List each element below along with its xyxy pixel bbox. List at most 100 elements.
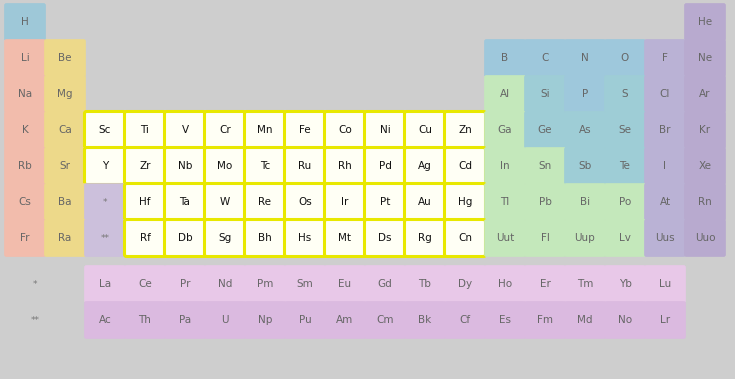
Text: Gd: Gd <box>378 279 392 289</box>
FancyBboxPatch shape <box>604 147 645 185</box>
FancyBboxPatch shape <box>404 147 445 185</box>
FancyBboxPatch shape <box>445 111 486 149</box>
Text: Y: Y <box>102 161 108 171</box>
Text: Rn: Rn <box>698 197 712 207</box>
FancyBboxPatch shape <box>645 147 686 185</box>
FancyBboxPatch shape <box>245 219 285 257</box>
FancyBboxPatch shape <box>204 302 245 338</box>
FancyBboxPatch shape <box>124 219 165 257</box>
FancyBboxPatch shape <box>4 219 46 257</box>
Text: Mg: Mg <box>57 89 73 99</box>
Text: Nb: Nb <box>178 161 192 171</box>
FancyBboxPatch shape <box>684 75 725 113</box>
Text: Br: Br <box>659 125 671 135</box>
Text: V: V <box>182 125 189 135</box>
Text: Es: Es <box>499 315 511 325</box>
Text: Sn: Sn <box>538 161 552 171</box>
Text: Ba: Ba <box>58 197 72 207</box>
FancyBboxPatch shape <box>564 183 606 221</box>
FancyBboxPatch shape <box>564 302 606 338</box>
FancyBboxPatch shape <box>284 219 326 257</box>
Text: Bi: Bi <box>580 197 590 207</box>
Text: Re: Re <box>259 197 271 207</box>
FancyBboxPatch shape <box>525 266 565 302</box>
FancyBboxPatch shape <box>365 183 406 221</box>
FancyBboxPatch shape <box>124 266 165 302</box>
FancyBboxPatch shape <box>564 39 606 77</box>
Text: Sm: Sm <box>297 279 313 289</box>
Text: Sc: Sc <box>98 125 111 135</box>
FancyBboxPatch shape <box>284 302 326 338</box>
FancyBboxPatch shape <box>245 147 285 185</box>
FancyBboxPatch shape <box>324 147 365 185</box>
FancyBboxPatch shape <box>645 266 686 302</box>
Text: La: La <box>99 279 111 289</box>
FancyBboxPatch shape <box>564 111 606 149</box>
Text: Te: Te <box>620 161 631 171</box>
FancyBboxPatch shape <box>484 39 526 77</box>
Text: Bh: Bh <box>258 233 272 243</box>
FancyBboxPatch shape <box>525 147 565 185</box>
Text: **: ** <box>101 233 110 243</box>
Text: H: H <box>21 17 29 27</box>
FancyBboxPatch shape <box>85 183 126 221</box>
Text: Pb: Pb <box>539 197 551 207</box>
Text: Mt: Mt <box>339 233 351 243</box>
Text: Cs: Cs <box>18 197 32 207</box>
FancyBboxPatch shape <box>645 39 686 77</box>
FancyBboxPatch shape <box>45 147 85 185</box>
FancyBboxPatch shape <box>484 111 526 149</box>
FancyBboxPatch shape <box>604 75 645 113</box>
FancyBboxPatch shape <box>684 219 725 257</box>
Text: As: As <box>578 125 592 135</box>
FancyBboxPatch shape <box>4 3 46 41</box>
Text: He: He <box>698 17 712 27</box>
FancyBboxPatch shape <box>365 219 406 257</box>
FancyBboxPatch shape <box>484 302 526 338</box>
FancyBboxPatch shape <box>365 147 406 185</box>
Text: Lr: Lr <box>660 315 670 325</box>
Text: Pm: Pm <box>257 279 273 289</box>
Text: Hf: Hf <box>139 197 151 207</box>
Text: Fr: Fr <box>21 233 29 243</box>
FancyBboxPatch shape <box>204 266 245 302</box>
FancyBboxPatch shape <box>4 39 46 77</box>
FancyBboxPatch shape <box>525 183 565 221</box>
FancyBboxPatch shape <box>484 147 526 185</box>
Text: Mo: Mo <box>218 161 232 171</box>
Text: In: In <box>501 161 510 171</box>
Text: Pd: Pd <box>379 161 392 171</box>
Text: Yb: Yb <box>619 279 631 289</box>
Text: C: C <box>541 53 549 63</box>
Text: Ni: Ni <box>379 125 390 135</box>
FancyBboxPatch shape <box>284 111 326 149</box>
FancyBboxPatch shape <box>165 219 206 257</box>
Text: Np: Np <box>258 315 272 325</box>
FancyBboxPatch shape <box>124 302 165 338</box>
Text: Ds: Ds <box>379 233 392 243</box>
Text: K: K <box>21 125 29 135</box>
Text: Ne: Ne <box>698 53 712 63</box>
FancyBboxPatch shape <box>124 111 165 149</box>
Text: Mn: Mn <box>257 125 273 135</box>
FancyBboxPatch shape <box>365 111 406 149</box>
Text: Fl: Fl <box>540 233 550 243</box>
FancyBboxPatch shape <box>684 111 725 149</box>
FancyBboxPatch shape <box>404 111 445 149</box>
FancyBboxPatch shape <box>684 39 725 77</box>
Text: Cl: Cl <box>660 89 670 99</box>
Text: U: U <box>221 315 229 325</box>
Text: Hg: Hg <box>458 197 472 207</box>
FancyBboxPatch shape <box>165 111 206 149</box>
FancyBboxPatch shape <box>284 266 326 302</box>
FancyBboxPatch shape <box>525 75 565 113</box>
Text: Uus: Uus <box>655 233 675 243</box>
Text: F: F <box>662 53 668 63</box>
Text: Tc: Tc <box>260 161 270 171</box>
Text: Po: Po <box>619 197 631 207</box>
FancyBboxPatch shape <box>564 147 606 185</box>
FancyBboxPatch shape <box>604 39 645 77</box>
FancyBboxPatch shape <box>85 266 126 302</box>
FancyBboxPatch shape <box>645 219 686 257</box>
Text: Fm: Fm <box>537 315 553 325</box>
